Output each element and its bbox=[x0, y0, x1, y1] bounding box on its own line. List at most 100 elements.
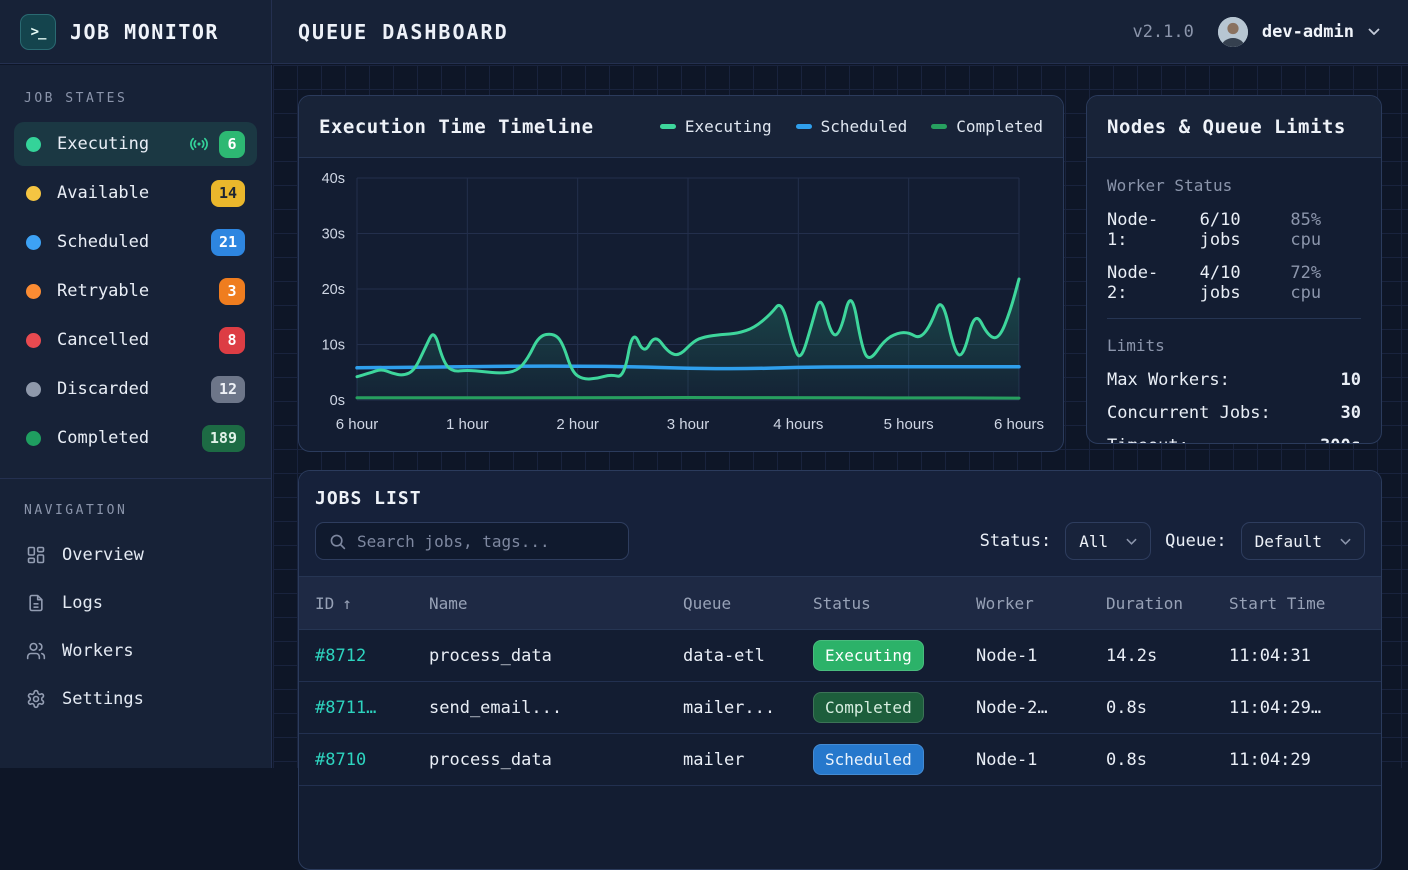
node-name: Node-1: bbox=[1107, 210, 1178, 250]
discarded-dot-icon bbox=[26, 382, 41, 397]
job-start-time: 11:04:31 bbox=[1229, 646, 1381, 666]
search-box bbox=[315, 522, 629, 560]
job-name: process_data bbox=[429, 646, 683, 666]
sidebar-item-discarded[interactable]: Discarded 12 bbox=[14, 367, 257, 411]
job-id-link[interactable]: #8710 bbox=[315, 750, 429, 770]
main-content: Execution Time Timeline Executing Schedu… bbox=[273, 65, 1408, 768]
svg-text:5 hours: 5 hours bbox=[884, 416, 934, 433]
state-label: Discarded bbox=[57, 379, 149, 399]
count-badge: 14 bbox=[211, 180, 245, 207]
node-jobs: 6/10 jobs bbox=[1200, 210, 1291, 250]
state-label: Scheduled bbox=[57, 232, 149, 252]
status-filter-value: All bbox=[1079, 532, 1108, 551]
avatar[interactable] bbox=[1218, 17, 1248, 47]
state-label: Cancelled bbox=[57, 330, 149, 350]
retryable-dot-icon bbox=[26, 284, 41, 299]
page-title: QUEUE DASHBOARD bbox=[298, 20, 509, 44]
scheduled-swatch-icon bbox=[796, 124, 812, 129]
sidebar: JOB STATES Executing 6 Available 14 Sche… bbox=[0, 65, 272, 768]
user-menu[interactable]: dev-admin bbox=[1262, 22, 1354, 42]
svg-text:4 hours: 4 hours bbox=[773, 416, 823, 433]
nav-label: Workers bbox=[62, 641, 134, 661]
chevron-down-icon bbox=[1340, 538, 1351, 545]
status-filter-select[interactable]: All bbox=[1065, 522, 1151, 560]
sidebar-item-scheduled[interactable]: Scheduled 21 bbox=[14, 220, 257, 264]
nav-label: Settings bbox=[62, 689, 144, 709]
state-label: Completed bbox=[57, 428, 149, 448]
table-header: ID↑ Name Queue Status Worker Duration St… bbox=[299, 577, 1381, 630]
count-badge: 3 bbox=[219, 278, 245, 305]
search-input[interactable] bbox=[357, 532, 616, 551]
column-header-worker[interactable]: Worker bbox=[976, 594, 1106, 613]
table-row[interactable]: #8710 process_data mailer Scheduled Node… bbox=[299, 734, 1381, 786]
sidebar-item-retryable[interactable]: Retryable 3 bbox=[14, 269, 257, 313]
column-header-start-time[interactable]: Start Time bbox=[1229, 594, 1381, 613]
status-filter-label: Status: bbox=[980, 531, 1052, 551]
node-name: Node-2: bbox=[1107, 263, 1178, 303]
sidebar-item-workers[interactable]: Workers bbox=[14, 630, 257, 672]
table-row[interactable]: #8711… send_email... mailer... Completed… bbox=[299, 682, 1381, 734]
svg-text:6 hours: 6 hours bbox=[994, 416, 1044, 433]
sidebar-item-settings[interactable]: Settings bbox=[14, 678, 257, 720]
document-icon bbox=[26, 593, 46, 613]
state-label: Available bbox=[57, 183, 149, 203]
app-title: JOB MONITOR bbox=[70, 20, 219, 44]
job-worker: Node-2… bbox=[976, 698, 1106, 718]
svg-text:10s: 10s bbox=[322, 338, 345, 354]
jobs-list-card: JOBS LIST Status: All bbox=[298, 470, 1382, 870]
status-badge: Executing bbox=[813, 640, 924, 671]
count-badge: 12 bbox=[211, 376, 245, 403]
chart-legend: Executing Scheduled Completed bbox=[660, 117, 1043, 136]
column-header-duration[interactable]: Duration bbox=[1106, 594, 1229, 613]
people-icon bbox=[26, 641, 46, 661]
chevron-down-icon bbox=[1126, 538, 1137, 545]
svg-text:20s: 20s bbox=[322, 282, 345, 298]
sidebar-divider bbox=[0, 478, 271, 479]
svg-text:0s: 0s bbox=[330, 393, 345, 409]
status-badge: Scheduled bbox=[813, 744, 924, 775]
node-jobs: 4/10 jobs bbox=[1200, 263, 1291, 303]
sidebar-item-completed[interactable]: Completed 189 bbox=[14, 416, 257, 460]
column-header-name[interactable]: Name bbox=[429, 594, 683, 613]
search-icon bbox=[328, 532, 347, 551]
top-bar: >_ JOB MONITOR QUEUE DASHBOARD v2.1.0 de… bbox=[0, 0, 1408, 64]
svg-text:2 hour: 2 hour bbox=[556, 416, 599, 433]
svg-text:40s: 40s bbox=[322, 171, 345, 187]
column-header-id[interactable]: ID↑ bbox=[315, 594, 429, 613]
sidebar-item-executing[interactable]: Executing 6 bbox=[14, 122, 257, 166]
count-badge: 189 bbox=[202, 425, 245, 452]
sidebar-item-cancelled[interactable]: Cancelled 8 bbox=[14, 318, 257, 362]
worker-status-header: Worker Status bbox=[1107, 176, 1361, 195]
legend-label: Completed bbox=[956, 117, 1043, 136]
job-duration: 0.8s bbox=[1106, 750, 1229, 770]
job-id-link[interactable]: #8712 bbox=[315, 646, 429, 666]
table-row[interactable]: #8712 process_data data-etl Executing No… bbox=[299, 630, 1381, 682]
legend-item-executing[interactable]: Executing bbox=[660, 117, 772, 136]
navigation-header: NAVIGATION bbox=[24, 503, 247, 518]
limit-row: Concurrent Jobs: 30 bbox=[1107, 403, 1361, 423]
gear-icon bbox=[26, 689, 46, 709]
sidebar-item-logs[interactable]: Logs bbox=[14, 582, 257, 624]
chevron-down-icon[interactable] bbox=[1368, 28, 1380, 35]
legend-label: Scheduled bbox=[821, 117, 908, 136]
limit-value: 30 bbox=[1341, 403, 1361, 423]
count-badge: 8 bbox=[219, 327, 245, 354]
column-header-queue[interactable]: Queue bbox=[683, 594, 813, 613]
jobs-list-title: JOBS LIST bbox=[315, 488, 1365, 509]
sidebar-item-overview[interactable]: Overview bbox=[14, 534, 257, 576]
job-worker: Node-1 bbox=[976, 646, 1106, 666]
queue-filter-select[interactable]: Default bbox=[1241, 522, 1365, 560]
column-header-status[interactable]: Status bbox=[813, 594, 976, 613]
job-id-link[interactable]: #8711… bbox=[315, 698, 429, 718]
sidebar-item-available[interactable]: Available 14 bbox=[14, 171, 257, 215]
legend-item-completed[interactable]: Completed bbox=[931, 117, 1043, 136]
execution-time-card: Execution Time Timeline Executing Schedu… bbox=[298, 95, 1064, 452]
svg-text:3 hour: 3 hour bbox=[667, 416, 710, 433]
limit-value: 10 bbox=[1341, 370, 1361, 390]
limit-row: Max Workers: 10 bbox=[1107, 370, 1361, 390]
node-cpu: 72% cpu bbox=[1290, 263, 1361, 303]
legend-item-scheduled[interactable]: Scheduled bbox=[796, 117, 908, 136]
limit-row: Timeout: 300s bbox=[1107, 436, 1361, 444]
executing-dot-icon bbox=[26, 137, 41, 152]
avatar-image bbox=[1218, 17, 1248, 47]
